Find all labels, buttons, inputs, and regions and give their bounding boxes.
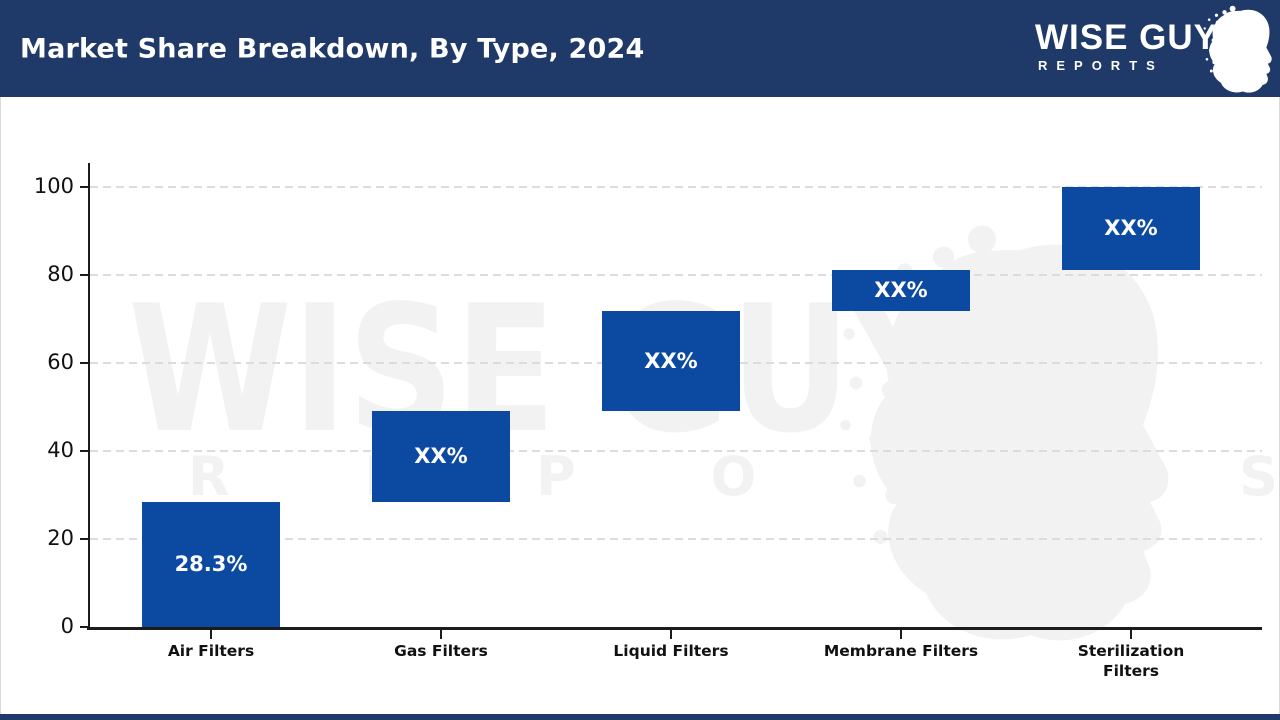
- footer-bar: [0, 714, 1280, 720]
- y-axis-tick: [80, 626, 88, 628]
- y-tick-label: 0: [60, 614, 74, 638]
- gridline: [90, 450, 1262, 452]
- gridline: [90, 274, 1262, 276]
- gridline: [90, 538, 1262, 540]
- x-tick-label: Sterilization Filters: [1077, 642, 1185, 681]
- y-axis-tick: [80, 450, 88, 452]
- brand-name: WISE GUY: [1034, 18, 1218, 57]
- x-axis-tick: [210, 630, 212, 639]
- x-axis-tick: [440, 630, 442, 639]
- y-tick-label: 100: [33, 174, 74, 198]
- bar-value-label: XX%: [644, 348, 698, 373]
- y-axis-tick: [80, 274, 88, 276]
- y-tick-label: 20: [47, 526, 74, 550]
- bar-gas-filters: XX%: [372, 410, 510, 503]
- brand-subname: REPORTS: [1037, 58, 1164, 73]
- bar-value-label: XX%: [1104, 216, 1158, 241]
- x-axis-tick: [670, 630, 672, 639]
- x-axis-line: [87, 627, 1262, 630]
- bar-membrane-filters: XX%: [832, 270, 970, 312]
- bar-liquid-filters: XX%: [602, 311, 740, 411]
- chart-title: Market Share Breakdown, By Type, 2024: [20, 33, 645, 64]
- brand-logo: WISE GUY REPORTS: [1035, 20, 1218, 73]
- y-tick-label: 80: [47, 262, 74, 286]
- y-tick-label: 60: [47, 350, 74, 374]
- bar-air-filters: 28.3%: [142, 502, 280, 627]
- x-tick-label: Air Filters: [167, 642, 255, 660]
- bar-value-label: 28.3%: [174, 552, 248, 577]
- bar-sterilization-filters: XX%: [1062, 187, 1200, 271]
- y-tick-label: 40: [47, 438, 74, 462]
- gridline: [90, 186, 1262, 188]
- x-tick-label: Liquid Filters: [613, 642, 729, 660]
- y-axis-tick: [80, 538, 88, 540]
- x-axis-tick: [1130, 630, 1132, 639]
- brand-face-icon: [1202, 5, 1272, 93]
- header-banner: Market Share Breakdown, By Type, 2024 WI…: [0, 0, 1280, 97]
- y-axis-tick: [80, 362, 88, 364]
- y-axis-line: [88, 163, 90, 630]
- x-axis-tick: [900, 630, 902, 639]
- x-tick-label: Membrane Filters: [823, 642, 979, 660]
- x-tick-label: Gas Filters: [394, 642, 488, 660]
- bar-value-label: XX%: [414, 444, 468, 469]
- bar-value-label: XX%: [874, 278, 928, 303]
- y-axis-tick: [80, 186, 88, 188]
